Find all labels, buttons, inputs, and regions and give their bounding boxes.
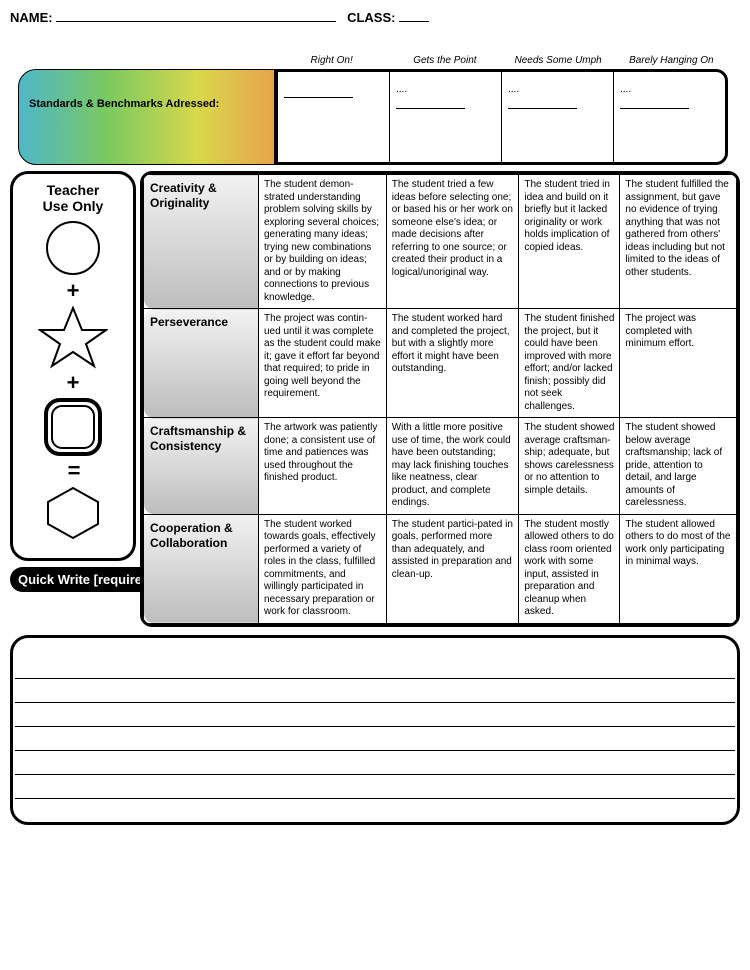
criterion-label: Craftsmanship & Consistency [144, 418, 259, 515]
criterion-label: Perseverance [144, 309, 259, 418]
rubric-cell: The student allowed others to do most of… [620, 514, 737, 623]
col-header-3: Needs Some Umph [502, 55, 615, 66]
rubric-cell: The student tried in idea and build on i… [519, 175, 620, 309]
rubric-cell: The project was contin-ued until it was … [259, 309, 387, 418]
worksheet-header: NAME: CLASS: [10, 10, 740, 25]
rubric-cell: The student fulfilled the assignment, bu… [620, 175, 737, 309]
score-entry-row: .... .... .... [275, 69, 728, 165]
rubric-cell: With a little more positive use of time,… [386, 418, 519, 515]
standards-label: Standards & Benchmarks Adressed: [29, 98, 219, 110]
teacher-column: Teacher Use Only + + = Quick Write [requ… [10, 171, 140, 627]
teacher-title-2: Use Only [17, 198, 129, 214]
col-header-2: Gets the Point [388, 55, 501, 66]
rubric-cell: The student tried a few ideas before sel… [386, 175, 519, 309]
rubric-cell: The student mostly allowed others to do … [519, 514, 620, 623]
rubric-cell: The student demon-strated understanding … [259, 175, 387, 309]
standards-benchmarks-box: Standards & Benchmarks Adressed: [18, 69, 275, 165]
rubric-grid: Creativity & OriginalityThe student demo… [140, 171, 740, 627]
plus-icon: + [17, 278, 129, 304]
star-icon [38, 304, 108, 370]
class-label: CLASS: [347, 10, 395, 25]
equals-icon: = [17, 458, 129, 484]
circle-icon [43, 218, 103, 278]
score-cell-4[interactable]: .... [613, 72, 725, 162]
top-area: Right On! Gets the Point Needs Some Umph… [10, 55, 740, 165]
rubric-row: PerseveranceThe project was contin-ued u… [144, 309, 737, 418]
score-cell-1[interactable] [278, 72, 389, 162]
hexagon-icon [42, 484, 104, 542]
rubric-row: Cooperation & CollaborationThe student w… [144, 514, 737, 623]
quick-write-box[interactable] [10, 635, 740, 825]
rubric-cell: The student finished the project, but it… [519, 309, 620, 418]
score-cell-2[interactable]: .... [389, 72, 501, 162]
plus-icon-2: + [17, 370, 129, 396]
rubric-cell: The student worked towards goals, effect… [259, 514, 387, 623]
criterion-label: Cooperation & Collaboration [144, 514, 259, 623]
rubric-row: Craftsmanship & ConsistencyThe artwork w… [144, 418, 737, 515]
rubric-cell: The student showed below average craftsm… [620, 418, 737, 515]
name-label: NAME: [10, 10, 53, 25]
rubric-cell: The student worked hard and completed th… [386, 309, 519, 418]
rubric-cell: The project was completed with minimum e… [620, 309, 737, 418]
class-blank[interactable] [399, 10, 429, 22]
teacher-use-only-box: Teacher Use Only + + = [10, 171, 136, 561]
name-blank[interactable] [56, 10, 336, 22]
col-header-1: Right On! [275, 55, 388, 66]
rubric-cell: The student partici-pated in goals, perf… [386, 514, 519, 623]
rubric-row: Creativity & OriginalityThe student demo… [144, 175, 737, 309]
rubric-table: Creativity & OriginalityThe student demo… [143, 174, 737, 624]
rounded-square-icon [42, 396, 104, 458]
col-header-4: Barely Hanging On [615, 55, 728, 66]
rubric-column-headers: Right On! Gets the Point Needs Some Umph… [275, 55, 728, 66]
score-cell-3[interactable]: .... [501, 72, 613, 162]
rubric-cell: The artwork was patiently done; a consis… [259, 418, 387, 515]
criterion-label: Creativity & Originality [144, 175, 259, 309]
teacher-title-1: Teacher [17, 182, 129, 198]
rubric-cell: The student showed average craftsman-shi… [519, 418, 620, 515]
main-area: Teacher Use Only + + = Quick Write [requ… [10, 171, 740, 627]
